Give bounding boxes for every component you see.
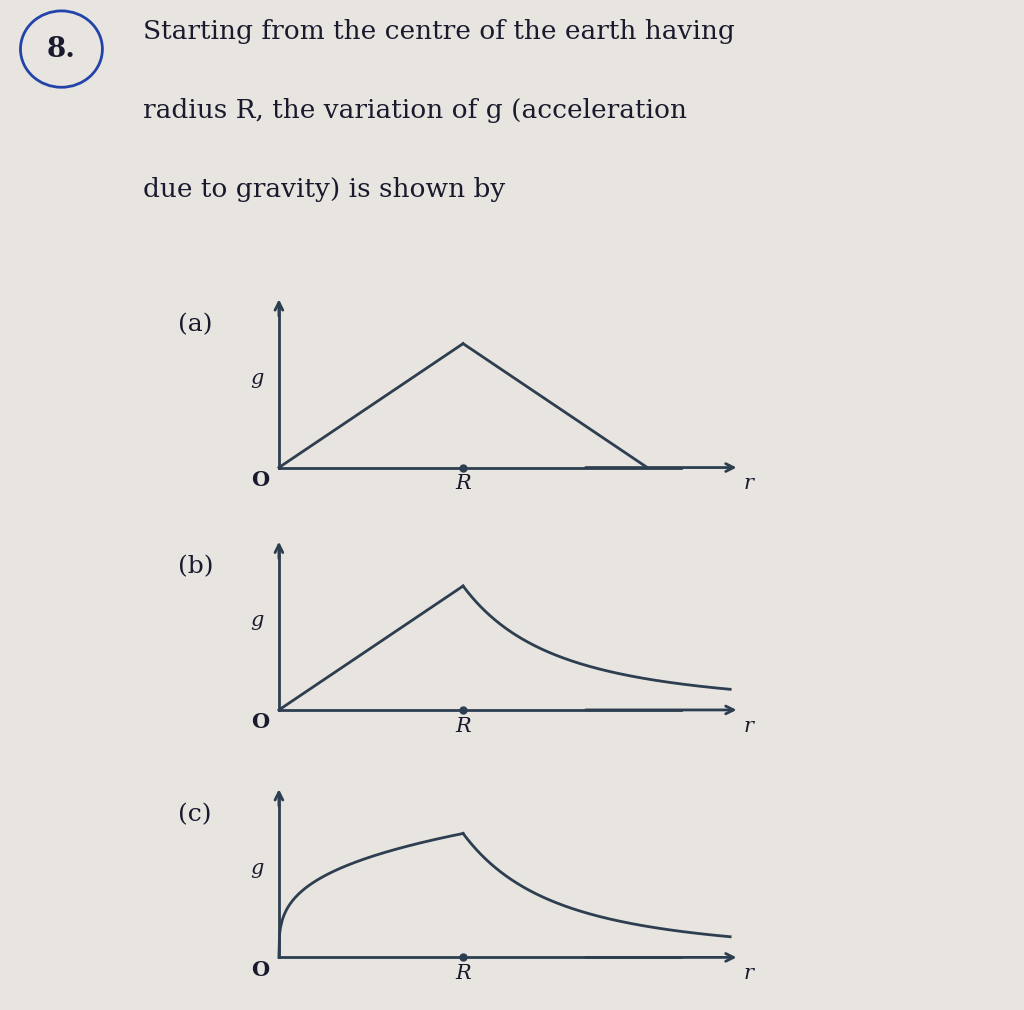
- Text: Starting from the centre of the earth having: Starting from the centre of the earth ha…: [143, 19, 735, 44]
- Text: g: g: [250, 858, 263, 878]
- Text: (a): (a): [177, 313, 212, 336]
- Text: due to gravity) is shown by: due to gravity) is shown by: [143, 178, 506, 202]
- Text: O: O: [252, 960, 269, 980]
- Text: (c): (c): [177, 803, 211, 826]
- Text: r: r: [743, 964, 754, 983]
- Text: r: r: [743, 474, 754, 493]
- Text: r: r: [743, 716, 754, 735]
- Text: radius R, the variation of g (acceleration: radius R, the variation of g (accelerati…: [143, 98, 687, 123]
- Text: O: O: [252, 712, 269, 732]
- Text: g: g: [250, 611, 263, 630]
- Text: R: R: [456, 964, 471, 983]
- Text: O: O: [252, 470, 269, 490]
- Text: 8.: 8.: [47, 35, 76, 63]
- Text: (b): (b): [177, 556, 213, 579]
- Text: g: g: [250, 369, 263, 388]
- Text: R: R: [456, 716, 471, 735]
- Text: R: R: [456, 474, 471, 493]
